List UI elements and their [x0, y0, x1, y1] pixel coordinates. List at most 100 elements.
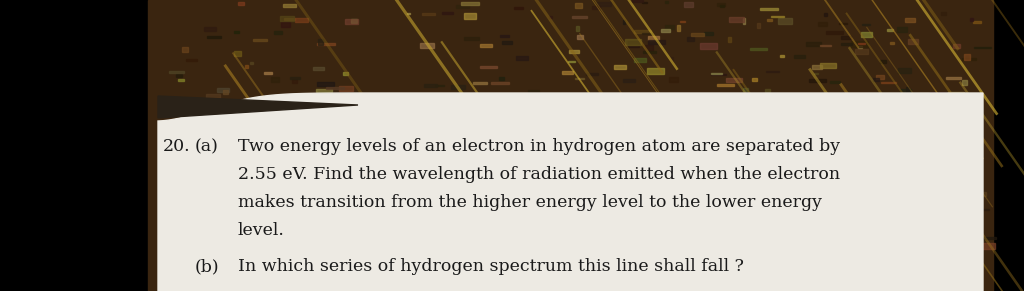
Bar — [500, 77, 504, 80]
Bar — [648, 40, 666, 44]
Bar — [524, 152, 539, 157]
Bar — [204, 27, 216, 31]
Bar — [283, 4, 296, 7]
Bar — [639, 234, 649, 240]
Bar — [819, 45, 831, 46]
Bar — [281, 144, 293, 147]
Bar — [293, 79, 297, 83]
Bar — [361, 160, 378, 166]
Bar — [687, 37, 693, 41]
Bar — [741, 131, 749, 133]
Polygon shape — [158, 96, 358, 118]
Bar — [178, 79, 184, 81]
Bar — [500, 213, 508, 215]
Bar — [221, 278, 232, 281]
Bar — [391, 228, 408, 232]
Bar — [923, 210, 927, 214]
Bar — [941, 12, 946, 15]
Bar — [252, 266, 261, 269]
Bar — [351, 19, 357, 23]
Bar — [963, 80, 968, 85]
Bar — [692, 192, 698, 195]
Bar — [433, 167, 441, 169]
Bar — [634, 58, 646, 62]
Bar — [971, 18, 973, 21]
Bar — [207, 94, 220, 98]
Bar — [480, 44, 493, 47]
Bar — [480, 102, 492, 104]
Bar — [348, 141, 362, 146]
Bar — [950, 260, 955, 262]
Bar — [207, 265, 224, 267]
Bar — [849, 177, 851, 183]
Bar — [360, 282, 369, 284]
Bar — [486, 106, 504, 109]
Bar — [623, 79, 635, 83]
Bar — [438, 169, 446, 172]
Bar — [531, 190, 538, 194]
Bar — [374, 239, 388, 244]
Bar — [840, 23, 847, 24]
Bar — [605, 177, 620, 182]
Bar — [286, 141, 301, 146]
Bar — [676, 268, 690, 269]
Bar — [393, 162, 403, 166]
Bar — [222, 226, 225, 232]
Bar — [212, 238, 222, 241]
Bar — [286, 205, 300, 211]
Bar — [780, 139, 787, 140]
Bar — [628, 41, 639, 47]
Bar — [898, 68, 910, 73]
Bar — [424, 256, 426, 261]
Bar — [771, 16, 783, 17]
Bar — [391, 230, 393, 235]
Bar — [424, 84, 437, 87]
Bar — [415, 175, 423, 181]
Bar — [356, 194, 373, 196]
Bar — [440, 207, 456, 210]
Bar — [908, 39, 919, 43]
Bar — [690, 205, 702, 207]
Bar — [861, 32, 872, 37]
Bar — [364, 218, 369, 222]
Bar — [575, 3, 583, 8]
Bar — [395, 180, 411, 182]
Bar — [552, 229, 558, 231]
Bar — [435, 85, 444, 86]
Bar — [671, 57, 673, 62]
Bar — [967, 144, 970, 145]
Bar — [761, 178, 769, 184]
Bar — [886, 132, 890, 135]
Bar — [345, 19, 357, 24]
Bar — [216, 208, 226, 213]
Bar — [344, 100, 352, 104]
Bar — [699, 43, 717, 49]
Bar — [569, 50, 579, 54]
Bar — [804, 163, 806, 167]
Bar — [597, 2, 611, 6]
Bar — [516, 56, 527, 60]
Bar — [383, 170, 396, 173]
Bar — [577, 219, 580, 223]
Text: In which series of hydrogen spectrum this line shall fall ?: In which series of hydrogen spectrum thi… — [238, 258, 743, 275]
Bar — [482, 119, 487, 122]
Bar — [733, 214, 750, 217]
Bar — [387, 191, 390, 194]
Bar — [815, 105, 826, 109]
Bar — [316, 82, 334, 86]
Text: 2.55 eV. Find the wavelength of radiation emitted when the electron: 2.55 eV. Find the wavelength of radiatio… — [238, 166, 840, 183]
Text: 20.: 20. — [163, 138, 190, 155]
Bar — [198, 113, 208, 119]
Bar — [324, 227, 331, 229]
Bar — [844, 237, 849, 242]
Bar — [452, 85, 466, 89]
Bar — [733, 187, 743, 190]
Bar — [456, 219, 458, 220]
Bar — [442, 12, 454, 14]
Bar — [712, 207, 725, 211]
Bar — [230, 136, 242, 138]
Bar — [726, 272, 741, 278]
Bar — [339, 86, 352, 91]
Bar — [535, 241, 544, 246]
Bar — [299, 175, 310, 179]
